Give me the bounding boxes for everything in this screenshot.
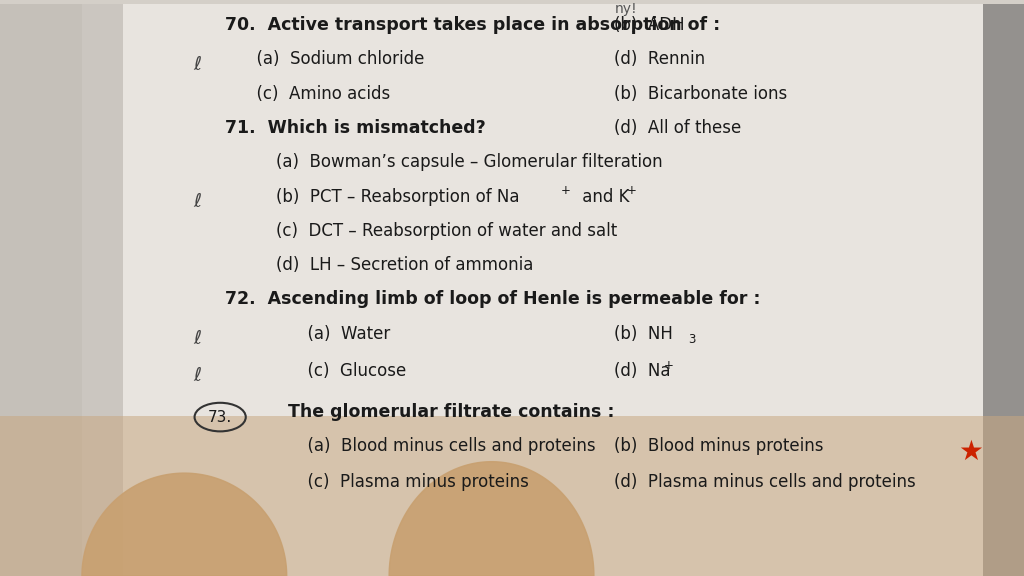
Text: (d)  Plasma minus cells and proteins: (d) Plasma minus cells and proteins (614, 473, 916, 491)
Text: (b)  Bicarbonate ions: (b) Bicarbonate ions (614, 85, 787, 103)
Text: The glomerular filtrate contains :: The glomerular filtrate contains : (276, 403, 615, 421)
Text: ℓ: ℓ (194, 55, 202, 74)
Text: 73.: 73. (208, 410, 232, 425)
Text: (c)  DCT – Reabsorption of water and salt: (c) DCT – Reabsorption of water and salt (276, 222, 617, 240)
Text: (d)  All of these: (d) All of these (614, 119, 741, 137)
Text: (a)  Sodium chloride: (a) Sodium chloride (225, 50, 425, 69)
Text: ℓ: ℓ (194, 192, 202, 211)
Text: (a)  Water: (a) Water (276, 325, 391, 343)
Text: (b)  PCT – Reabsorption of Na: (b) PCT – Reabsorption of Na (276, 188, 520, 206)
Text: (d)  LH – Secretion of ammonia: (d) LH – Secretion of ammonia (276, 256, 534, 274)
FancyBboxPatch shape (82, 5, 983, 576)
Text: (a)  Bowman’s capsule – Glomerular filteration: (a) Bowman’s capsule – Glomerular filter… (276, 153, 664, 171)
Text: (c)  Amino acids: (c) Amino acids (225, 85, 390, 103)
Text: 70.  Active transport takes place in absorption of :: 70. Active transport takes place in abso… (225, 16, 721, 34)
Text: (d)  Na: (d) Na (614, 362, 671, 380)
Text: 72.  Ascending limb of loop of Henle is permeable for :: 72. Ascending limb of loop of Henle is p… (225, 290, 761, 309)
Text: (c)  Plasma minus proteins: (c) Plasma minus proteins (276, 473, 529, 491)
Text: ny!: ny! (614, 2, 637, 16)
Text: ★: ★ (958, 437, 983, 465)
Polygon shape (82, 473, 287, 576)
Text: (a)  Blood minus cells and proteins: (a) Blood minus cells and proteins (276, 437, 596, 456)
Text: (b)  ADH: (b) ADH (614, 16, 685, 34)
Text: 3: 3 (688, 333, 695, 346)
Bar (0, 416, 1024, 576)
Text: (b)  NH: (b) NH (614, 325, 673, 343)
Text: 71.  Which is mismatched?: 71. Which is mismatched? (225, 119, 486, 137)
Text: +: + (664, 359, 674, 372)
Text: ℓ: ℓ (194, 329, 202, 348)
Bar (983, 5, 1024, 576)
Text: and K: and K (577, 188, 629, 206)
Text: +: + (627, 184, 637, 197)
Text: (b)  Blood minus proteins: (b) Blood minus proteins (614, 437, 824, 456)
Text: (d)  Rennin: (d) Rennin (614, 50, 706, 69)
Text: ℓ: ℓ (194, 366, 202, 385)
Text: (c)  Glucose: (c) Glucose (276, 362, 407, 380)
Polygon shape (389, 462, 594, 576)
Text: +: + (561, 184, 571, 197)
Bar (0, 5, 123, 576)
